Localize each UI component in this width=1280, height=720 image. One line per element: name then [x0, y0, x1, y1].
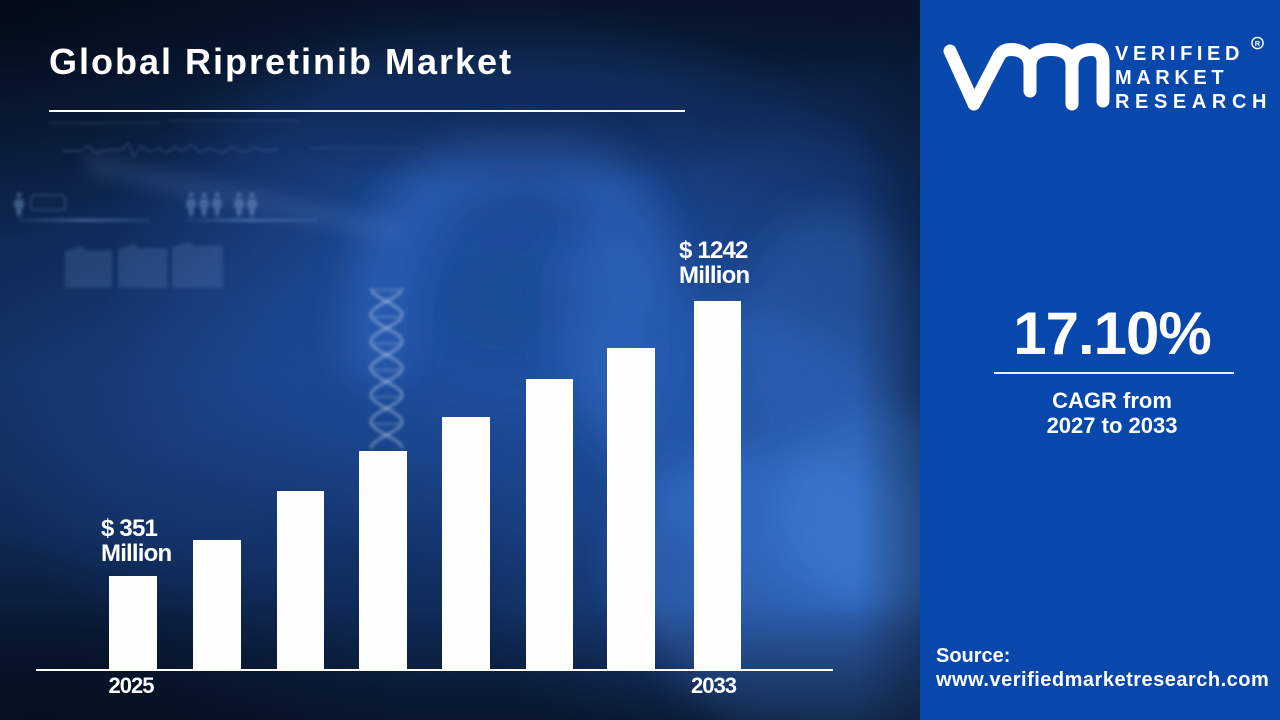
svg-text:R: R — [1255, 39, 1261, 48]
